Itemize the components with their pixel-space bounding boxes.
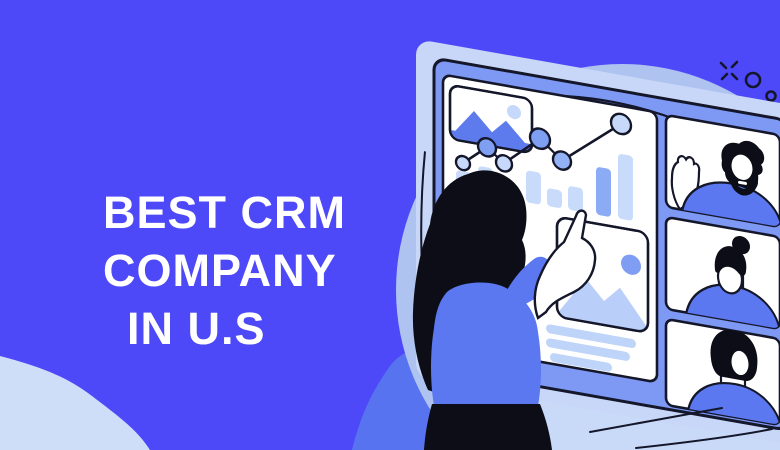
circle-decoration-large xyxy=(744,71,762,89)
video-tile-3 xyxy=(664,318,780,426)
banner-title: BEST CRM COMPANY IN U.S xyxy=(103,184,346,358)
video-tile-1 xyxy=(664,114,780,228)
text-lines xyxy=(546,324,636,372)
line-chart-icon xyxy=(454,112,633,173)
participant-woman-bun xyxy=(684,235,780,330)
floor-arc-lines xyxy=(589,407,773,449)
sparkle-icon xyxy=(719,60,739,81)
circle-decoration-small xyxy=(765,90,777,102)
video-tile-2 xyxy=(664,216,780,330)
participant-man-beard xyxy=(670,140,780,228)
corner-blob xyxy=(0,356,150,450)
title-line-1: BEST CRM xyxy=(103,187,346,238)
title-line-2: COMPANY xyxy=(103,245,337,296)
pointing-hand-icon xyxy=(533,209,597,320)
woman-presenter xyxy=(412,170,597,450)
participant-woman-bob xyxy=(686,329,780,426)
title-line-3: IN U.S xyxy=(127,303,266,354)
video-call-panel xyxy=(664,114,780,426)
woman-shirt xyxy=(431,282,541,406)
woman-skirt xyxy=(424,404,552,450)
